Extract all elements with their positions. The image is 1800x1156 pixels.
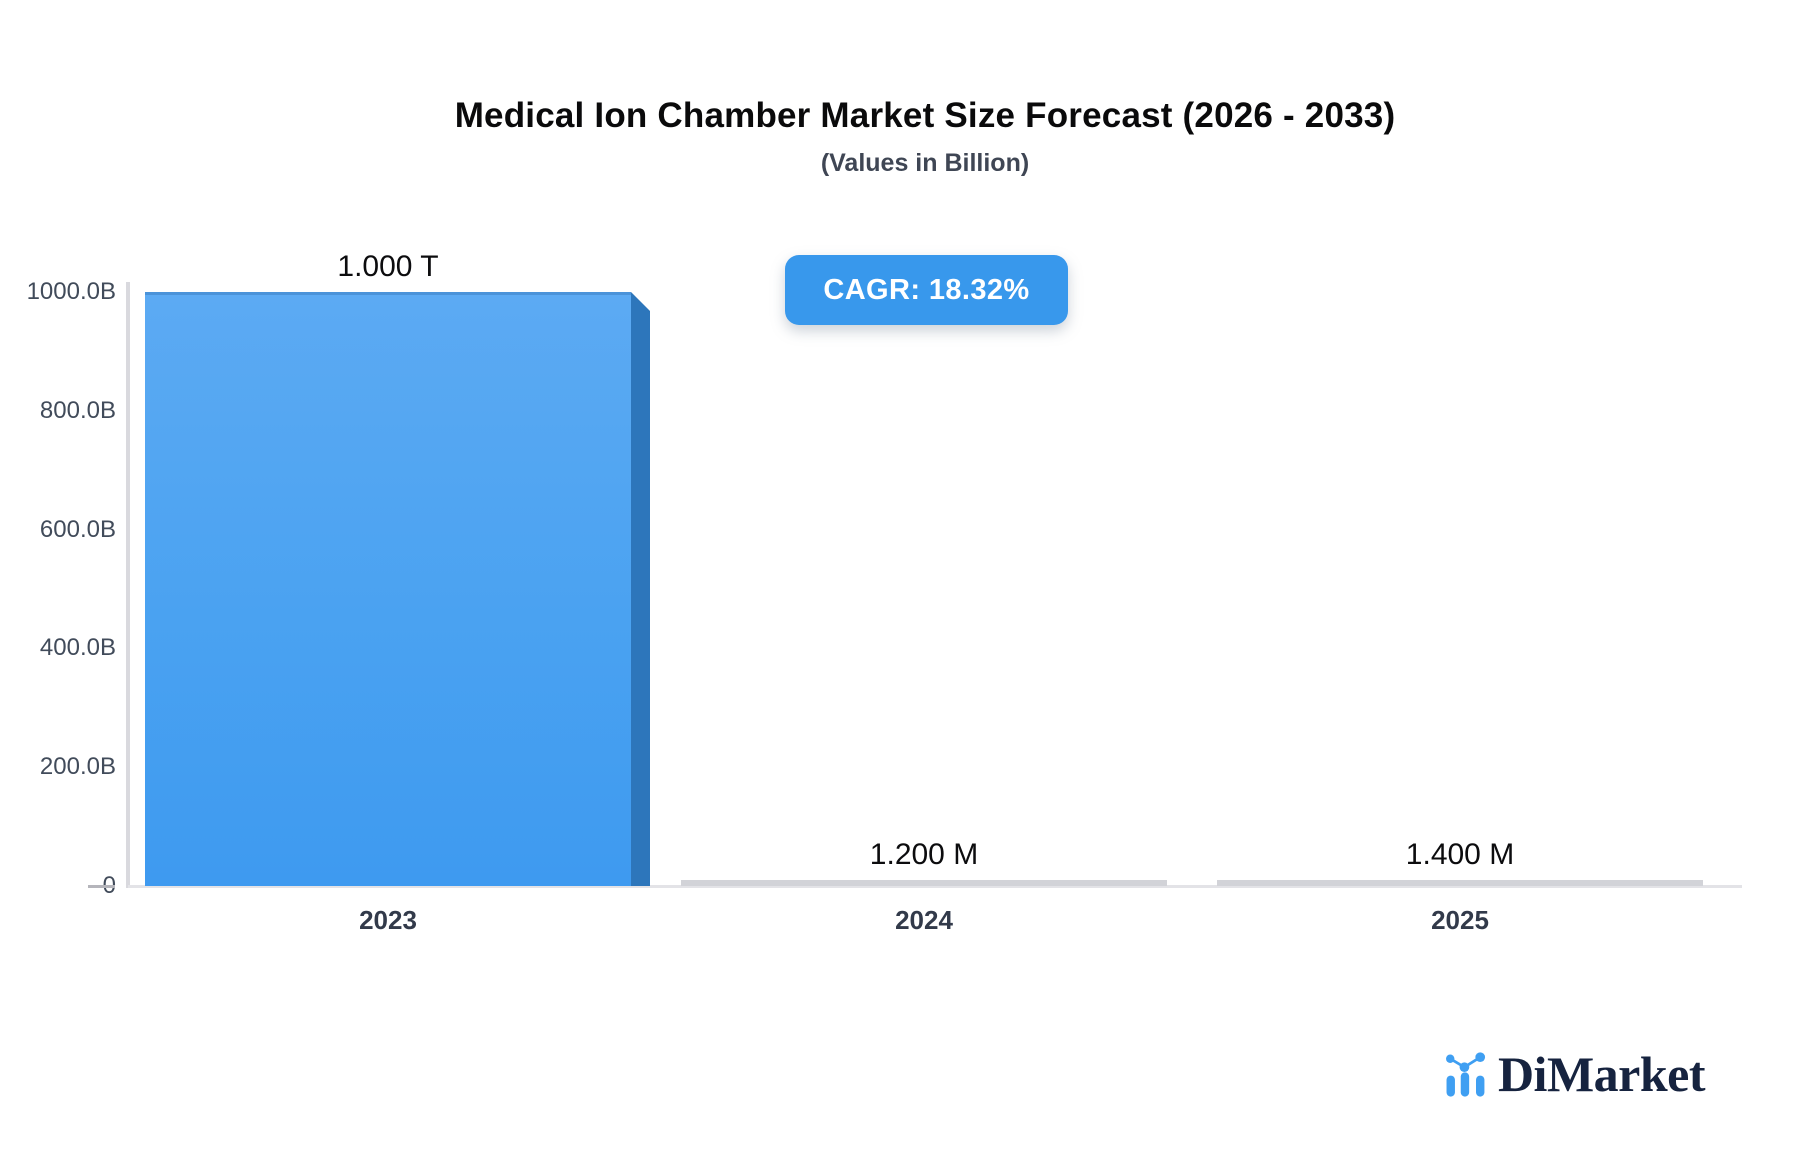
brand-logo[interactable]: DiMarket <box>1445 1042 1706 1106</box>
x-tick-label-2025: 2025 <box>1431 905 1489 935</box>
y-tick-mark <box>88 885 115 888</box>
y-axis-line <box>126 282 130 888</box>
bar-2024[interactable] <box>681 880 1167 886</box>
y-tick-label: 400.0B <box>39 634 116 662</box>
bar-2023[interactable] <box>145 292 631 886</box>
y-tick-label: 800.0B <box>39 396 116 424</box>
brand-name: DiMarket <box>1497 1046 1706 1102</box>
y-tick-label: 600.0B <box>39 515 116 543</box>
bar-2025[interactable] <box>1217 880 1703 886</box>
y-tick-label: 1000.0B <box>26 278 116 305</box>
x-axis-line <box>128 885 1742 888</box>
value-label-2025: 1.400 M <box>1405 838 1515 871</box>
y-tick-label: 200.0B <box>39 753 116 781</box>
value-label-2024: 1.200 M <box>869 838 979 871</box>
bar-3d-side <box>631 292 650 886</box>
value-label-2023: 1.000 T <box>337 250 439 283</box>
x-tick-label-2024: 2024 <box>895 905 953 935</box>
x-tick-label-2023: 2023 <box>359 905 417 935</box>
bar-line-chart-icon <box>1445 1052 1486 1097</box>
cagr-badge: CAGR: 18.32% <box>785 255 1068 325</box>
chart-title: Medical Ion Chamber Market Size Forecast… <box>454 96 1396 135</box>
chart-subtitle: (Values in Billion) <box>820 149 1030 177</box>
